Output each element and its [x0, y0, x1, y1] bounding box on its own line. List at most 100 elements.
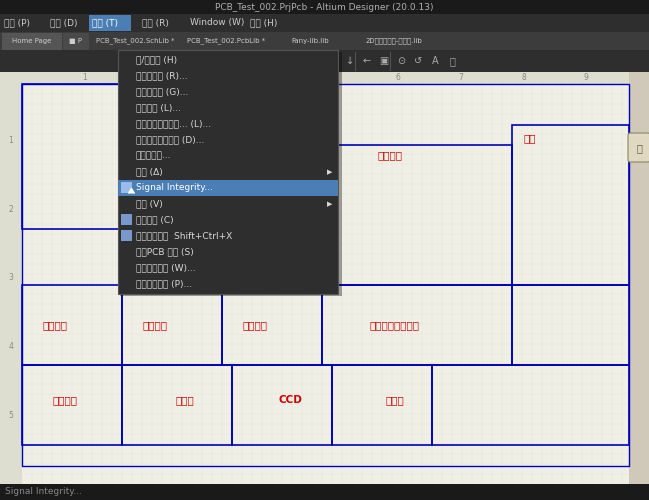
Text: 更新从库中选择的... (L)...: 更新从库中选择的... (L)... — [136, 120, 211, 128]
Bar — [272, 33, 348, 50]
Text: PCB_Test_002.SchLib *: PCB_Test_002.SchLib * — [96, 38, 174, 44]
Bar — [317, 145, 512, 285]
Bar — [322, 285, 512, 365]
FancyBboxPatch shape — [628, 133, 649, 162]
Text: 1: 1 — [82, 74, 87, 82]
Text: 交叉选择模式  Shift+Ctrl+X: 交叉选择模式 Shift+Ctrl+X — [136, 232, 232, 240]
Text: 标注 (Δ): 标注 (Δ) — [136, 168, 163, 176]
Text: A: A — [432, 56, 438, 66]
Bar — [0, 72, 649, 484]
Text: PCB_Test_002.PcbLib *: PCB_Test_002.PcbLib * — [187, 38, 265, 44]
Bar — [629, 72, 649, 484]
Text: 转换 (V): 转换 (V) — [136, 200, 163, 208]
Text: 配置管道交换 (W)...: 配置管道交换 (W)... — [136, 264, 195, 272]
Text: Signal Integrity...: Signal Integrity... — [136, 184, 213, 192]
Text: ▣: ▣ — [380, 56, 389, 66]
Text: 4: 4 — [8, 342, 14, 351]
Bar — [0, 0, 649, 14]
Text: ←: ← — [363, 56, 371, 66]
Text: 4: 4 — [271, 74, 275, 82]
Text: ↺: ↺ — [414, 56, 422, 66]
Text: ⊟: ⊟ — [295, 56, 303, 66]
Text: Window (W): Window (W) — [190, 18, 245, 28]
Text: 2: 2 — [8, 205, 14, 214]
Text: ⌒: ⌒ — [449, 56, 455, 66]
Bar — [120, 52, 342, 296]
Bar — [118, 180, 338, 196]
Bar — [512, 125, 629, 285]
Bar — [121, 214, 132, 225]
Text: 帮助 (H): 帮助 (H) — [250, 18, 277, 28]
Text: Signal Integrity...: Signal Integrity... — [5, 488, 82, 496]
Bar — [22, 365, 122, 445]
Text: 隔离模块: 隔离模块 — [378, 150, 402, 160]
Text: ⊙: ⊙ — [397, 56, 405, 66]
Bar — [118, 50, 338, 294]
Text: ↓: ↓ — [346, 56, 354, 66]
Text: 英: 英 — [636, 143, 642, 153]
Bar — [0, 32, 649, 50]
Text: 3: 3 — [208, 74, 212, 82]
Bar — [0, 50, 649, 72]
Text: ≡: ≡ — [312, 56, 320, 66]
Bar — [232, 365, 332, 445]
Text: 光耦: 光耦 — [524, 133, 536, 143]
Bar — [512, 285, 629, 365]
Bar — [0, 14, 649, 32]
Text: 从库更新 (L)...: 从库更新 (L)... — [136, 104, 181, 112]
Text: 蓝牙插针: 蓝牙插针 — [243, 320, 267, 330]
Bar — [222, 285, 322, 365]
Bar — [2, 33, 62, 50]
Bar — [90, 33, 180, 50]
Text: 原理图优化项 (P)...: 原理图优化项 (P)... — [136, 280, 192, 288]
Text: 上/下层次 (H): 上/下层次 (H) — [136, 56, 177, 64]
Text: □: □ — [277, 56, 287, 66]
Text: 8: 8 — [521, 74, 526, 82]
Text: ▶: ▶ — [327, 169, 333, 175]
Text: 参数管理器 (R)...: 参数管理器 (R)... — [136, 72, 188, 80]
Text: 封装管理器 (G)...: 封装管理器 (G)... — [136, 88, 188, 96]
Text: 条目管理器...: 条目管理器... — [136, 152, 171, 160]
Text: 运放放大电路插针: 运放放大电路插针 — [370, 320, 420, 330]
Text: Home Page: Home Page — [12, 38, 51, 44]
Text: ▶: ▶ — [327, 201, 333, 207]
Bar — [432, 365, 629, 445]
Text: 6: 6 — [396, 74, 400, 82]
Bar — [118, 50, 338, 294]
Text: 5: 5 — [333, 74, 338, 82]
Bar — [89, 15, 131, 31]
Bar — [121, 230, 132, 241]
Bar — [0, 72, 22, 484]
Text: 从数据库更新参数 (D)...: 从数据库更新参数 (D)... — [136, 136, 204, 144]
Text: 选择PCB 器件 (S): 选择PCB 器件 (S) — [136, 248, 194, 256]
Text: Fany-lib.lib: Fany-lib.lib — [291, 38, 329, 44]
Text: 5: 5 — [8, 411, 14, 420]
Text: 3: 3 — [8, 274, 14, 282]
Text: 船机插针: 船机插针 — [53, 395, 77, 405]
Text: 放置 (P): 放置 (P) — [4, 18, 30, 28]
Text: 拨码开关: 拨码开关 — [42, 320, 67, 330]
Bar — [22, 285, 122, 365]
Bar — [121, 182, 132, 193]
Text: 交叉探针 (C): 交叉探针 (C) — [136, 216, 174, 224]
Bar — [22, 72, 649, 84]
Text: 干簇管: 干簇管 — [176, 395, 194, 405]
Bar — [181, 33, 271, 50]
Text: 2: 2 — [145, 74, 150, 82]
Bar — [62, 33, 89, 50]
Bar — [122, 365, 232, 445]
Bar — [349, 33, 439, 50]
Text: 1: 1 — [8, 136, 14, 145]
Bar — [0, 484, 649, 500]
Text: 报告 (R): 报告 (R) — [142, 18, 169, 28]
Text: 工具 (T): 工具 (T) — [92, 18, 118, 28]
Text: 2D标准封装库-国军标.lib: 2D标准封装库-国军标.lib — [365, 38, 422, 44]
Bar — [22, 84, 317, 229]
Text: 电机插针: 电机插针 — [143, 320, 167, 330]
Bar — [22, 84, 629, 466]
Text: +: + — [261, 56, 269, 66]
Text: ≡: ≡ — [329, 56, 337, 66]
Text: 9: 9 — [584, 74, 589, 82]
Text: T: T — [245, 56, 251, 66]
Text: CCD: CCD — [278, 395, 302, 405]
